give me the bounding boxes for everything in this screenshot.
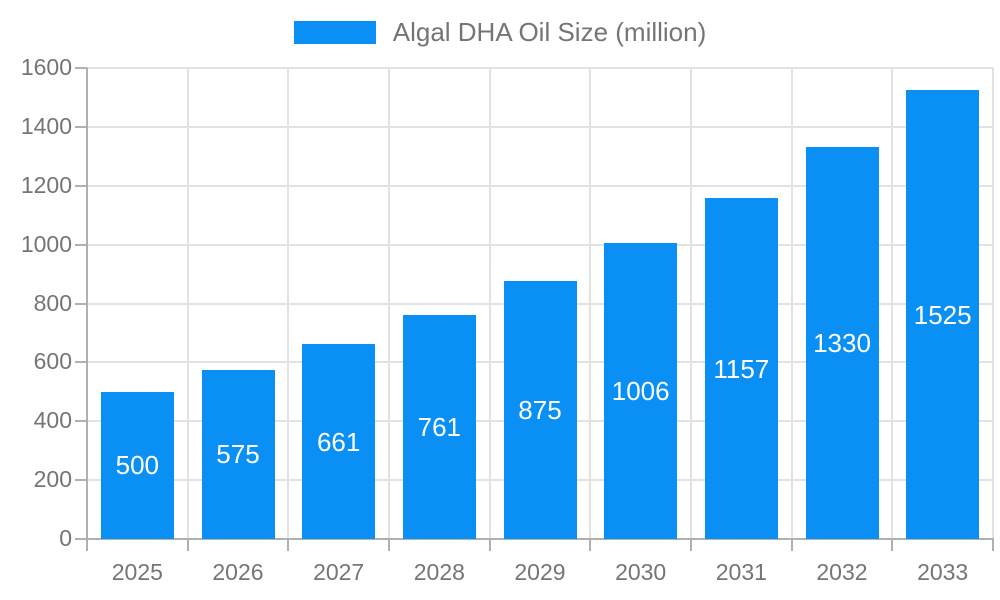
bar-value-label: 875 <box>518 395 562 426</box>
legend-label: Algal DHA Oil Size (million) <box>392 16 707 47</box>
x-axis-tick <box>690 539 692 551</box>
gridline-horizontal <box>87 125 993 128</box>
y-axis-tick-label: 800 <box>33 289 72 316</box>
bar-value-label: 500 <box>115 450 160 481</box>
bar-2028: 761 <box>402 314 476 539</box>
bar-2030: 1006 <box>604 242 678 539</box>
gridline-vertical <box>186 68 189 539</box>
gridline-vertical <box>992 68 994 539</box>
x-axis-line <box>86 538 994 540</box>
y-axis-tick <box>75 420 87 423</box>
x-axis-tick-label: 2033 <box>917 559 969 585</box>
y-axis-tick <box>75 67 87 69</box>
y-axis-tick <box>75 125 87 128</box>
y-axis-tick-label: 1200 <box>20 171 72 198</box>
gridline-vertical <box>891 68 894 539</box>
y-axis-tick <box>75 302 87 305</box>
x-axis-tick-label: 2025 <box>111 559 163 585</box>
y-axis-tick <box>75 361 87 364</box>
bar-2027: 661 <box>302 344 376 539</box>
x-axis-tick-label: 2027 <box>313 559 365 585</box>
gridline-vertical <box>388 68 390 539</box>
bar-value-label: 1157 <box>713 353 770 384</box>
y-axis-tick <box>75 538 87 540</box>
x-axis-tick <box>790 539 793 551</box>
y-axis-tick-label: 1000 <box>20 230 72 257</box>
x-axis-tick <box>891 539 894 551</box>
y-axis-tick <box>75 479 87 482</box>
gridline-vertical <box>690 68 692 539</box>
x-axis-tick-label: 2028 <box>413 559 465 585</box>
y-axis-tick-label: 200 <box>33 466 72 493</box>
gridline-horizontal <box>87 67 993 69</box>
x-axis-tick <box>186 539 189 551</box>
x-axis-tick <box>992 539 994 551</box>
y-axis-tick-label: 1400 <box>20 112 72 139</box>
legend-swatch <box>293 20 376 44</box>
y-axis-tick-label: 0 <box>59 525 72 551</box>
x-axis-tick <box>86 539 88 551</box>
bar-value-label: 1330 <box>813 328 871 359</box>
gridline-vertical <box>488 68 491 539</box>
bar-value-label: 761 <box>417 411 462 442</box>
y-axis-tick-label: 400 <box>33 407 72 434</box>
bar-value-label: 1525 <box>913 299 972 330</box>
y-axis-tick <box>75 184 87 187</box>
gridline-vertical <box>287 68 290 539</box>
bar-2029: 875 <box>503 281 577 539</box>
x-axis-tick <box>488 539 491 551</box>
x-axis-tick-label: 2029 <box>514 559 566 585</box>
x-axis-tick <box>287 539 290 551</box>
bar-value-label: 661 <box>316 426 361 457</box>
bar-value-label: 1006 <box>611 375 670 406</box>
y-axis-tick-label: 1600 <box>20 54 72 80</box>
bar-value-label: 575 <box>216 439 260 470</box>
gridline-vertical <box>790 68 793 539</box>
bar-2033: 1525 <box>906 90 980 539</box>
y-axis-tick-label: 600 <box>33 348 72 375</box>
gridline-horizontal <box>87 184 993 187</box>
bar-2025: 500 <box>100 391 174 539</box>
bar-2032: 1330 <box>805 147 879 539</box>
gridline-vertical <box>589 68 592 539</box>
y-axis-tick <box>75 243 87 246</box>
x-axis-tick-label: 2030 <box>615 559 667 585</box>
x-axis-tick-label: 2031 <box>715 559 767 585</box>
gridline-horizontal <box>87 243 993 246</box>
x-axis-tick-label: 2032 <box>816 559 868 585</box>
bar-2031: 1157 <box>704 198 778 539</box>
y-axis-line <box>86 68 88 539</box>
chart-legend[interactable]: Algal DHA Oil Size (million) <box>0 14 1000 50</box>
x-axis-tick <box>388 539 390 551</box>
bar-2026: 575 <box>201 369 275 539</box>
x-axis-tick <box>589 539 592 551</box>
x-axis-tick-label: 2026 <box>212 559 264 585</box>
